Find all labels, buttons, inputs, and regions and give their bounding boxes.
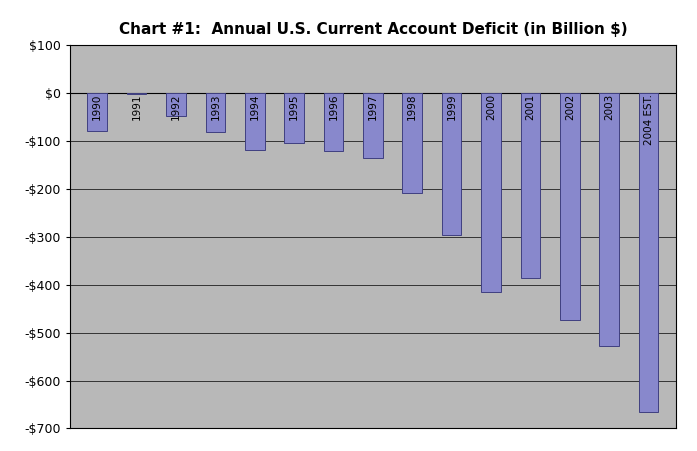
Bar	[87, 93, 107, 131]
Text: 2000: 2000	[486, 94, 496, 120]
Text: 2004 EST.: 2004 EST.	[643, 94, 654, 145]
Bar	[560, 93, 580, 320]
Text: 2002: 2002	[565, 94, 575, 120]
Bar	[245, 93, 265, 150]
Text: 1994: 1994	[250, 94, 260, 120]
Bar	[402, 93, 422, 193]
Bar	[284, 93, 304, 143]
Text: 1996: 1996	[328, 94, 339, 120]
Text: 2001: 2001	[526, 94, 535, 120]
Bar	[166, 93, 186, 116]
Bar	[323, 93, 344, 151]
Bar	[442, 93, 461, 235]
Bar	[638, 93, 659, 412]
Bar	[363, 93, 383, 158]
Text: 1998: 1998	[407, 94, 418, 120]
Bar	[127, 93, 146, 94]
Text: 1993: 1993	[210, 94, 220, 120]
Text: 1990: 1990	[92, 94, 102, 120]
Text: 1991: 1991	[132, 94, 141, 120]
Text: 1997: 1997	[368, 94, 378, 120]
Title: Chart #1:  Annual U.S. Current Account Deficit (in Billion $): Chart #1: Annual U.S. Current Account De…	[118, 22, 627, 37]
Text: 2003: 2003	[604, 94, 614, 120]
Bar	[599, 93, 619, 345]
Text: 1999: 1999	[447, 94, 457, 120]
Bar	[481, 93, 501, 292]
Text: 1992: 1992	[171, 94, 181, 120]
Text: 1995: 1995	[289, 94, 299, 120]
Bar	[206, 93, 225, 132]
Bar	[521, 93, 540, 277]
